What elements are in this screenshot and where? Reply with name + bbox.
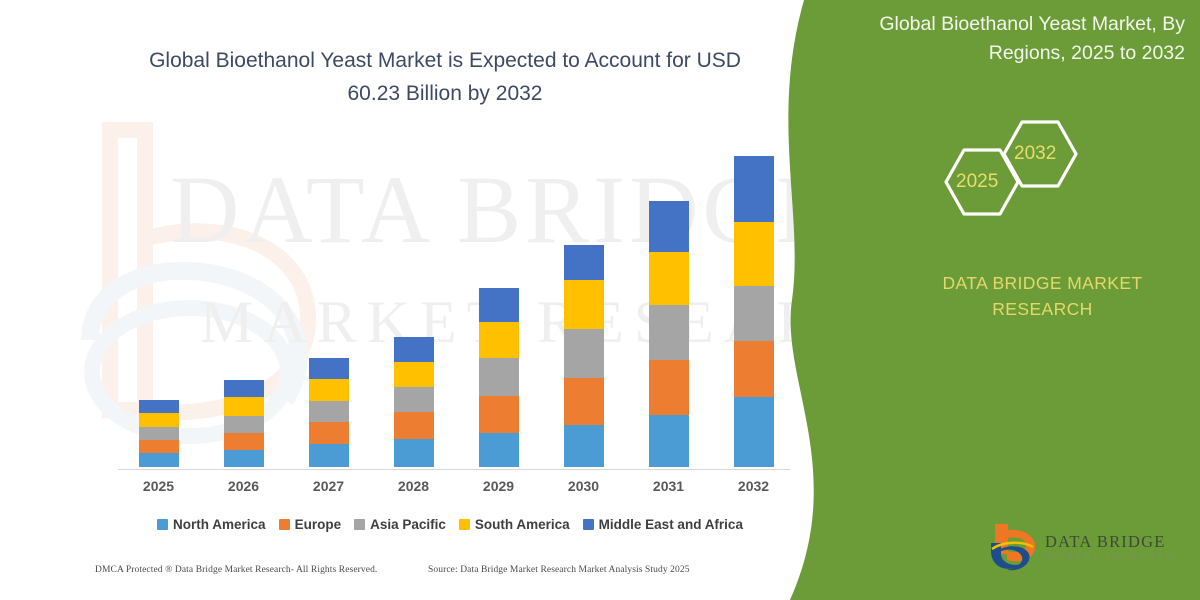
legend-item[interactable]: Middle East and Africa xyxy=(582,516,743,532)
bar-segment xyxy=(563,280,604,330)
bar-segment xyxy=(308,401,349,423)
bar-2030[interactable] xyxy=(563,245,604,467)
data-bridge-logo-icon xyxy=(991,524,1036,571)
brand-name: DATA BRIDGE xyxy=(1045,532,1166,551)
bar-segment xyxy=(308,379,349,402)
legend-item[interactable]: North America xyxy=(157,517,266,532)
dmca-notice: DMCA Protected ® Data Bridge Market Rese… xyxy=(95,565,378,575)
bar-segment xyxy=(138,453,179,467)
bar-segment xyxy=(223,380,264,398)
green-side-panel xyxy=(770,0,1200,600)
legend-swatch-icon xyxy=(582,518,594,530)
bar-segment xyxy=(478,433,519,467)
source-note: Source: Data Bridge Market Research Mark… xyxy=(428,565,690,575)
legend-swatch-icon xyxy=(278,518,290,530)
bar-segment xyxy=(648,415,689,467)
bar-segment xyxy=(393,412,434,440)
bar-segment xyxy=(563,378,604,426)
x-axis-label-2030: 2030 xyxy=(567,478,600,494)
chart-plot-area xyxy=(110,140,790,467)
green-panel-shape xyxy=(788,0,1200,600)
green-panel-heading: Global Bioethanol Yeast Market, By Regio… xyxy=(879,13,1185,65)
bar-segment xyxy=(223,397,264,417)
bar-segment xyxy=(138,427,179,441)
legend-item[interactable]: South America xyxy=(458,516,570,532)
bar-segment xyxy=(648,360,689,416)
legend-label: Middle East and Africa xyxy=(598,516,743,532)
bar-segment xyxy=(393,337,434,363)
legend-item[interactable]: Asia Pacific xyxy=(354,517,446,532)
legend-label: Asia Pacific xyxy=(370,516,446,532)
footer: DMCA Protected ® Data Bridge Market Rese… xyxy=(0,565,800,589)
chart-legend: North America Europe Asia Pacific South Ame… xyxy=(110,512,790,536)
bar-2028[interactable] xyxy=(393,337,434,467)
bar-segment xyxy=(223,450,264,467)
legend-swatch-icon xyxy=(157,518,169,530)
x-axis-label-2026: 2026 xyxy=(227,478,260,494)
bar-segment xyxy=(648,201,689,253)
x-axis-label-2028: 2028 xyxy=(397,478,430,494)
x-axis-label-2029: 2029 xyxy=(482,478,515,494)
x-axis-label-2025: 2025 xyxy=(142,478,175,494)
bar-segment xyxy=(648,252,689,306)
bar-segment xyxy=(563,425,604,467)
x-axis-label-2032: 2032 xyxy=(737,478,770,494)
bar-segment xyxy=(563,245,604,281)
bar-segment xyxy=(138,400,179,414)
legend-label: North America xyxy=(173,516,266,532)
bar-segment xyxy=(393,387,434,413)
bar-2027[interactable] xyxy=(308,358,349,467)
bar-2031[interactable] xyxy=(648,201,689,467)
legend-swatch-icon xyxy=(458,518,470,530)
bar-segment xyxy=(478,358,519,397)
hex-label-end: 2032 xyxy=(1014,143,1057,164)
bar-2032[interactable] xyxy=(733,155,774,467)
bar-segment xyxy=(733,286,774,342)
bar-segment xyxy=(393,439,434,467)
bar-segment xyxy=(393,362,434,388)
x-axis-label-2027: 2027 xyxy=(312,478,345,494)
bar-segment xyxy=(478,288,519,323)
bar-segment xyxy=(308,358,349,380)
bar-segment xyxy=(563,329,604,379)
bar-segment xyxy=(733,341,774,397)
bar-segment xyxy=(648,305,689,361)
bar-2025[interactable] xyxy=(138,400,179,467)
brand-subtitle: MARKET RESEARCH xyxy=(1047,552,1176,561)
stacked-bar-chart xyxy=(110,140,790,470)
bar-segment xyxy=(733,155,774,223)
bar-segment xyxy=(308,422,349,445)
legend-item[interactable]: Europe xyxy=(278,516,342,532)
company-name: DATA BRIDGE MARKET RESEARCH xyxy=(942,273,1143,320)
bar-segment xyxy=(138,413,179,428)
legend-label: Europe xyxy=(294,516,342,532)
bar-segment xyxy=(308,444,349,467)
x-axis-line xyxy=(118,469,790,470)
hexagon-pair: 2032 2025 xyxy=(930,112,1110,222)
x-axis-labels: 2025 2026 2027 2028 2029 2030 2031 2032 xyxy=(110,478,790,498)
legend-swatch-icon xyxy=(354,518,366,530)
hexagon-outline-icon xyxy=(944,120,1078,216)
x-axis-label-2031: 2031 xyxy=(652,478,685,494)
bar-segment xyxy=(223,416,264,434)
brand-logo: DATA BRIDGE MARKET RESEARCH xyxy=(985,520,1185,580)
bar-segment xyxy=(733,222,774,287)
bar-segment xyxy=(733,396,774,467)
bar-segment xyxy=(138,440,179,454)
bar-2026[interactable] xyxy=(223,380,264,467)
page-title: Global Bioethanol Yeast Market is Expect… xyxy=(149,49,741,105)
bar-segment xyxy=(478,322,519,359)
bar-2029[interactable] xyxy=(478,288,519,467)
legend-label: South America xyxy=(474,516,570,532)
bar-segment xyxy=(478,396,519,434)
bar-segment xyxy=(223,433,264,451)
hex-label-start: 2025 xyxy=(956,171,999,192)
